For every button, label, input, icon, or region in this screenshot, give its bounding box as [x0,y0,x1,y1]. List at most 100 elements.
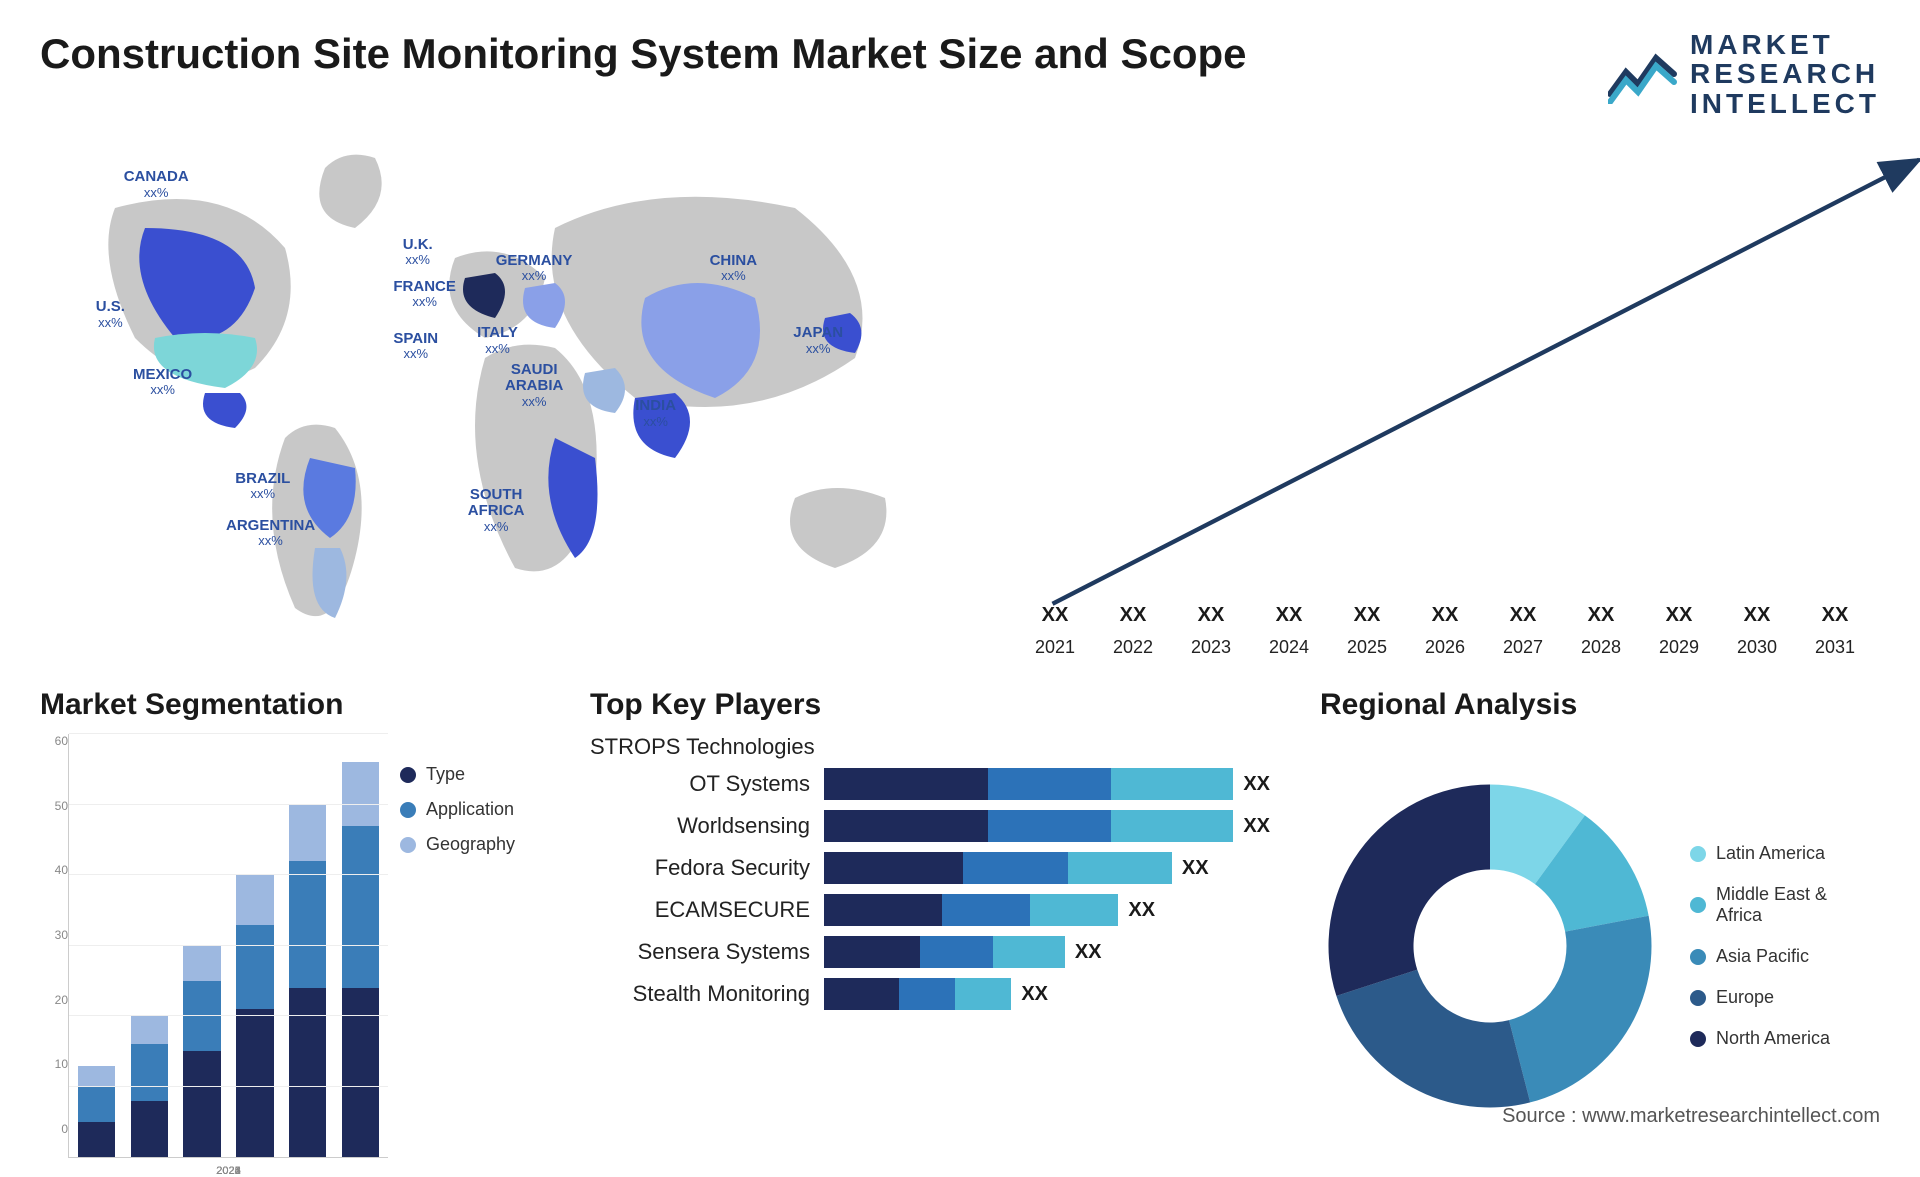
player-name: Worldsensing [590,813,810,839]
player-value: XX [1243,773,1270,796]
growth-bar: XX 2029 [1644,604,1714,658]
player-row: Stealth Monitoring XX [590,978,1270,1010]
x-label: 2021 [1035,637,1075,658]
logo-line2: RESEARCH [1690,59,1880,88]
map-label: MEXICOxx% [133,367,192,398]
player-name: Fedora Security [590,855,810,881]
bar-value: XX [1744,604,1771,627]
player-value: XX [1075,941,1102,964]
players-chart: OT Systems XX Worldsensing XX Fedora Securit… [590,768,1290,1010]
seg-bar: 2023 [179,734,226,1157]
growth-bar: XX 2024 [1254,604,1324,658]
player-row: OT Systems XX [590,768,1270,800]
x-label: 2029 [1659,637,1699,658]
page-title: Construction Site Monitoring System Mark… [40,30,1247,78]
legend-item: Type [400,764,560,785]
map-label: U.K.xx% [403,237,433,268]
legend-item: Europe [1690,987,1830,1008]
growth-bar-chart: XX2021XX2022XX2023XX2024XX2025XX2026XX20… [1010,138,1880,658]
legend-item: Middle East & Africa [1690,884,1830,926]
bar-value: XX [1120,604,1147,627]
x-label: 2028 [1581,637,1621,658]
legend-item: Latin America [1690,843,1830,864]
player-row: Fedora SecurityXX [590,852,1270,884]
bar-value: XX [1510,604,1537,627]
x-label: 2026 [1425,637,1465,658]
seg-bar: 2022 [126,734,173,1157]
x-label: 2030 [1737,637,1777,658]
segmentation-title: Market Segmentation [40,688,560,722]
map-label: CHINAxx% [710,253,758,284]
map-label: BRAZILxx% [235,471,290,502]
x-label: 2031 [1815,637,1855,658]
player-name: OT Systems [590,771,810,797]
legend-item: North America [1690,1028,1830,1049]
bar-value: XX [1276,604,1303,627]
segmentation-panel: Market Segmentation 6050403020100 202120… [40,688,560,1158]
bar-value: XX [1588,604,1615,627]
players-title: Top Key Players [590,688,1290,722]
segmentation-chart: 6050403020100 202120222023202420252026 [40,734,388,1158]
brand-logo: MARKET RESEARCH INTELLECT [1608,30,1880,118]
player-value: XX [1243,815,1270,838]
map-label: GERMANYxx% [496,253,573,284]
x-label: 2027 [1503,637,1543,658]
growth-bar: XX 2027 [1488,604,1558,658]
seg-bar: 2021 [73,734,120,1157]
growth-bar: XX 2028 [1566,604,1636,658]
regional-legend: Latin America Middle East & Africa Asia Pa… [1690,843,1830,1049]
map-label: FRANCExx% [393,279,456,310]
players-panel: Top Key Players STROPS Technologies OT S… [590,688,1290,1158]
bar-value: XX [1822,604,1849,627]
growth-bar: XX 2030 [1722,604,1792,658]
donut-slice [1329,785,1491,996]
growth-bar: XX 2022 [1098,604,1168,658]
growth-bar: XX 2021 [1020,604,1090,658]
legend-item: Geography [400,834,560,855]
growth-bar: XX 2031 [1800,604,1870,658]
player-value: XX [1128,899,1155,922]
seg-bar: 2024 [231,734,278,1157]
players-subtitle: STROPS Technologies [590,734,1290,760]
donut-slice [1336,970,1530,1108]
regional-panel: Regional Analysis Latin America Middle Ea… [1320,688,1880,1158]
legend-item: Application [400,799,560,820]
map-label: JAPANxx% [793,325,843,356]
x-label: 2022 [1113,637,1153,658]
map-label: ITALYxx% [477,325,518,356]
bar-value: XX [1198,604,1225,627]
logo-icon [1608,44,1678,104]
player-name: Stealth Monitoring [590,981,810,1007]
x-label: 2025 [1347,637,1387,658]
map-label: INDIAxx% [635,398,676,429]
seg-bar: 2025 [284,734,331,1157]
map-label: U.S.xx% [96,299,125,330]
logo-line1: MARKET [1690,30,1880,59]
player-row: ECAMSECURE XX [590,894,1270,926]
seg-bar: 2026 [337,734,384,1157]
x-label: 2024 [1269,637,1309,658]
trend-arrow [1020,138,1920,658]
bar-value: XX [1432,604,1459,627]
regional-title: Regional Analysis [1320,688,1880,722]
world-map-panel: CANADAxx% U.S.xx% MEXICOxx% BRAZILxx% ARGENT… [40,138,970,658]
logo-line3: INTELLECT [1690,89,1880,118]
donut-slice [1509,916,1651,1103]
bar-value: XX [1042,604,1069,627]
player-name: Sensera Systems [590,939,810,965]
segmentation-legend: Type Application Geography [400,734,560,1158]
map-label: SPAINxx% [393,331,438,362]
regional-donut [1320,776,1660,1116]
player-name: ECAMSECURE [590,897,810,923]
legend-item: Asia Pacific [1690,946,1830,967]
map-label: SAUDIARABIAxx% [505,362,563,409]
player-value: XX [1021,983,1048,1006]
growth-bar: XX 2023 [1176,604,1246,658]
x-label: 2023 [1191,637,1231,658]
bar-value: XX [1666,604,1693,627]
map-label: SOUTHAFRICAxx% [468,487,525,534]
source-label: Source : www.marketresearchintellect.com [1502,1105,1880,1128]
map-label: CANADAxx% [124,169,189,200]
growth-bar: XX2025 [1332,604,1402,658]
map-label: ARGENTINAxx% [226,518,315,549]
